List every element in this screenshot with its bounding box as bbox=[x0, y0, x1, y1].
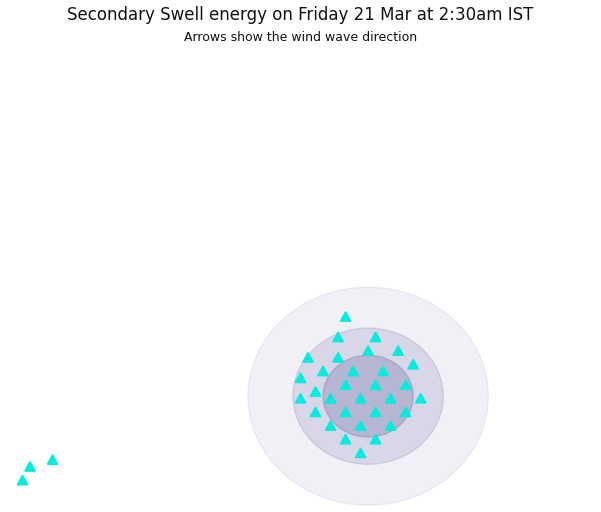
Polygon shape bbox=[370, 332, 381, 342]
Polygon shape bbox=[47, 455, 58, 464]
Text: Arrows show the wind wave direction: Arrows show the wind wave direction bbox=[184, 31, 417, 45]
Polygon shape bbox=[355, 393, 366, 403]
Polygon shape bbox=[333, 353, 343, 362]
Polygon shape bbox=[348, 366, 358, 376]
Polygon shape bbox=[25, 462, 35, 471]
Polygon shape bbox=[393, 346, 403, 355]
Polygon shape bbox=[370, 407, 381, 417]
Circle shape bbox=[323, 355, 413, 437]
Polygon shape bbox=[378, 366, 388, 376]
Polygon shape bbox=[355, 421, 366, 430]
Polygon shape bbox=[355, 448, 366, 458]
Text: Secondary Swell energy on Friday 21 Mar at 2:30am IST: Secondary Swell energy on Friday 21 Mar … bbox=[67, 6, 534, 24]
Circle shape bbox=[293, 328, 443, 464]
Polygon shape bbox=[310, 407, 321, 417]
Polygon shape bbox=[370, 434, 381, 444]
Polygon shape bbox=[303, 353, 313, 362]
Polygon shape bbox=[318, 366, 328, 376]
Polygon shape bbox=[400, 407, 411, 417]
Polygon shape bbox=[415, 393, 426, 403]
Polygon shape bbox=[363, 346, 373, 355]
Polygon shape bbox=[370, 380, 381, 389]
Polygon shape bbox=[385, 393, 396, 403]
Polygon shape bbox=[325, 393, 336, 403]
Polygon shape bbox=[310, 387, 321, 396]
Polygon shape bbox=[340, 434, 351, 444]
Polygon shape bbox=[340, 312, 351, 321]
Polygon shape bbox=[17, 475, 28, 485]
Polygon shape bbox=[340, 407, 351, 417]
Circle shape bbox=[248, 287, 488, 505]
Polygon shape bbox=[325, 421, 336, 430]
Polygon shape bbox=[400, 380, 411, 389]
Polygon shape bbox=[295, 393, 306, 403]
Polygon shape bbox=[340, 380, 351, 389]
Polygon shape bbox=[408, 359, 418, 369]
Polygon shape bbox=[385, 421, 396, 430]
Polygon shape bbox=[333, 332, 343, 342]
Polygon shape bbox=[295, 373, 306, 382]
